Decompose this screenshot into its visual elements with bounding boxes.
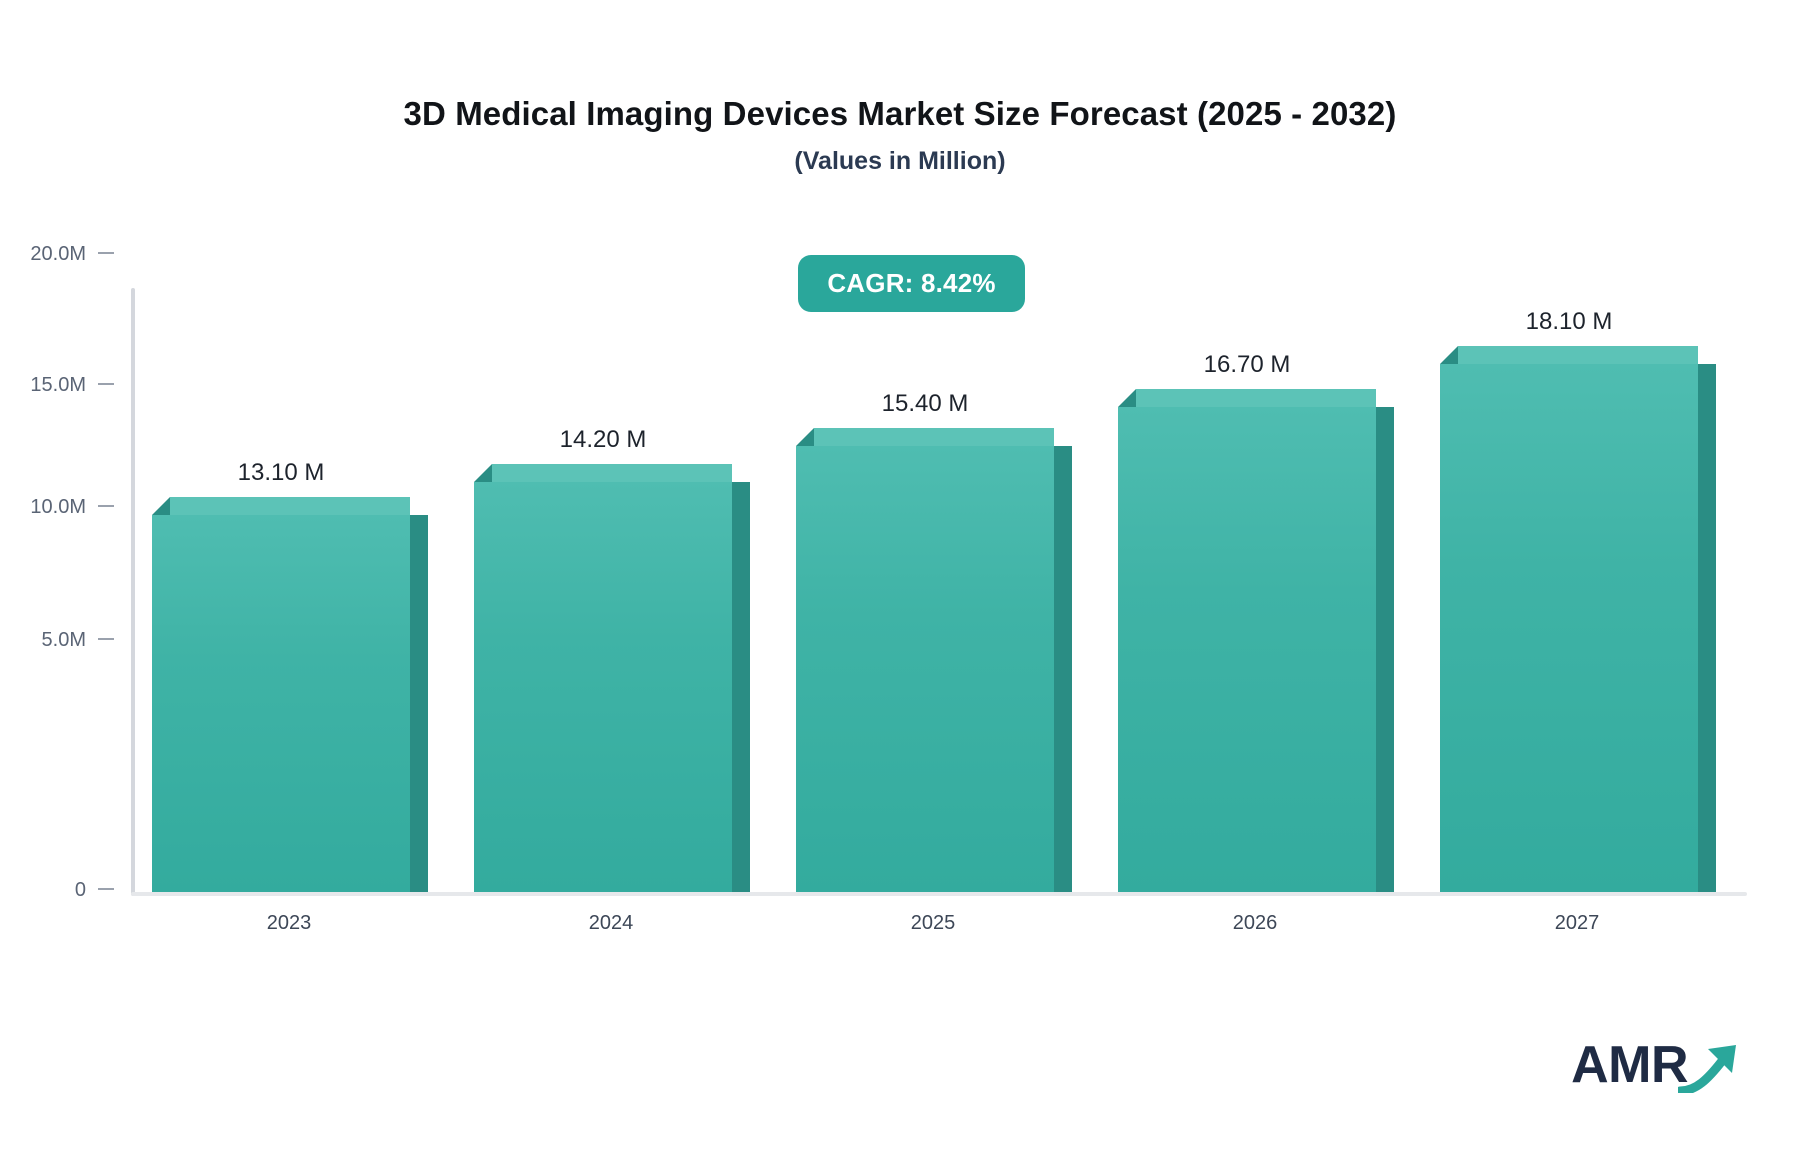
bar-side-face <box>1054 446 1072 892</box>
bar-2026[interactable] <box>1118 389 1394 892</box>
bar-chamfer <box>1440 346 1458 364</box>
bar-side-face <box>1376 407 1394 892</box>
cagr-badge-label: CAGR: 8.42% <box>827 268 996 298</box>
bar-front-face <box>474 482 732 892</box>
cagr-badge: CAGR: 8.42% <box>798 255 1025 312</box>
y-tick-dash-icon <box>98 252 114 255</box>
bar-chamfer <box>1118 389 1136 407</box>
bar-value-label-2024: 14.20 M <box>559 426 647 453</box>
bar-front-face <box>152 515 410 892</box>
bar-top-face <box>1458 346 1698 364</box>
y-axis-tick-label-15: 15.0M <box>30 374 86 396</box>
bar-side-face <box>732 482 750 892</box>
page-title: 3D Medical Imaging Devices Market Size F… <box>403 95 1397 132</box>
x-axis-tick-label-2024: 2024 <box>588 912 634 934</box>
bar-top-face <box>492 464 732 482</box>
amr-logo: AMR <box>1571 1031 1748 1098</box>
bar-value-label-2027: 18.10 M <box>1525 308 1613 335</box>
bar-front-face <box>796 446 1054 892</box>
amr-logo-text: AMR <box>1571 1035 1688 1094</box>
y-axis-tick-label-0: 0 <box>74 879 86 901</box>
y-axis-tick-5: 5.0M <box>0 629 114 652</box>
y-tick-dash-icon <box>98 505 114 508</box>
bar-chamfer <box>796 428 814 446</box>
x-axis-tick-label-2023: 2023 <box>266 912 312 934</box>
bar-front-face <box>1118 407 1376 892</box>
bar-top-face <box>814 428 1054 446</box>
y-tick-dash-icon <box>98 638 114 641</box>
trending-up-arrow-icon <box>1675 1041 1748 1098</box>
bar-chamfer <box>474 464 492 482</box>
bar-2027[interactable] <box>1440 346 1716 892</box>
x-axis-line <box>131 892 1747 896</box>
y-axis-tick-label-20: 20.0M <box>30 243 86 265</box>
bar-top-face <box>1136 389 1376 407</box>
x-axis-tick-label-2026: 2026 <box>1232 912 1278 934</box>
y-tick-dash-icon <box>98 888 114 891</box>
bar-2025[interactable] <box>796 428 1072 892</box>
bar-value-label-2026: 16.70 M <box>1203 351 1291 378</box>
bar-side-face <box>1698 364 1716 892</box>
x-axis-tick-label-2025: 2025 <box>910 912 956 934</box>
y-axis-tick-label-5: 5.0M <box>41 629 86 651</box>
x-axis-tick-label-2027: 2027 <box>1554 912 1600 934</box>
bar-side-face <box>410 515 428 892</box>
bar-chamfer <box>152 497 170 515</box>
chart-subtitle: (Values in Million) <box>794 147 1006 175</box>
y-axis-tick-15: 15.0M <box>0 374 114 397</box>
y-axis-tick-20: 20.0M <box>0 243 114 266</box>
y-tick-dash-icon <box>98 383 114 386</box>
y-axis-tick-label-10: 10.0M <box>30 496 86 518</box>
y-axis-line <box>131 288 135 896</box>
y-axis-tick-0: 0 <box>0 879 114 902</box>
bar-value-label-2023: 13.10 M <box>237 459 325 486</box>
bar-2024[interactable] <box>474 464 750 892</box>
bar-top-face <box>170 497 410 515</box>
bar-front-face <box>1440 364 1698 892</box>
bar-value-label-2025: 15.40 M <box>881 390 969 417</box>
bar-2023[interactable] <box>152 497 428 892</box>
y-axis-tick-10: 10.0M <box>0 496 114 519</box>
